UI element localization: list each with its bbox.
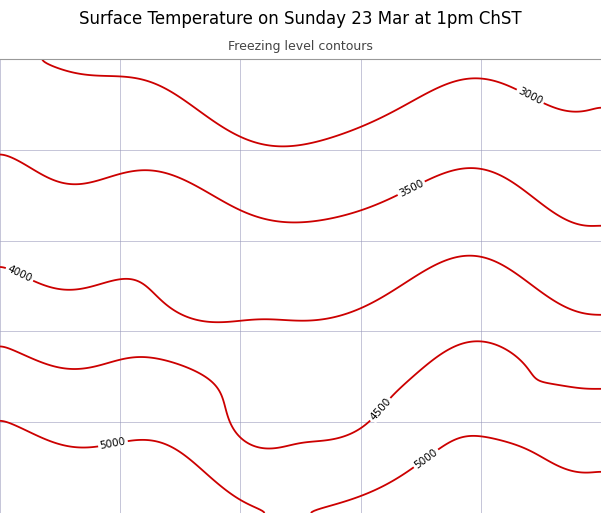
Text: Freezing level contours: Freezing level contours xyxy=(228,40,373,52)
Text: Surface Temperature on Sunday 23 Mar at 1pm ChST: Surface Temperature on Sunday 23 Mar at … xyxy=(79,10,522,28)
Text: 5000: 5000 xyxy=(412,447,439,470)
Text: 4500: 4500 xyxy=(368,397,393,423)
Text: 3500: 3500 xyxy=(397,178,425,199)
Text: 3000: 3000 xyxy=(516,86,544,107)
Text: 4000: 4000 xyxy=(5,264,34,284)
Text: 5000: 5000 xyxy=(99,437,127,451)
